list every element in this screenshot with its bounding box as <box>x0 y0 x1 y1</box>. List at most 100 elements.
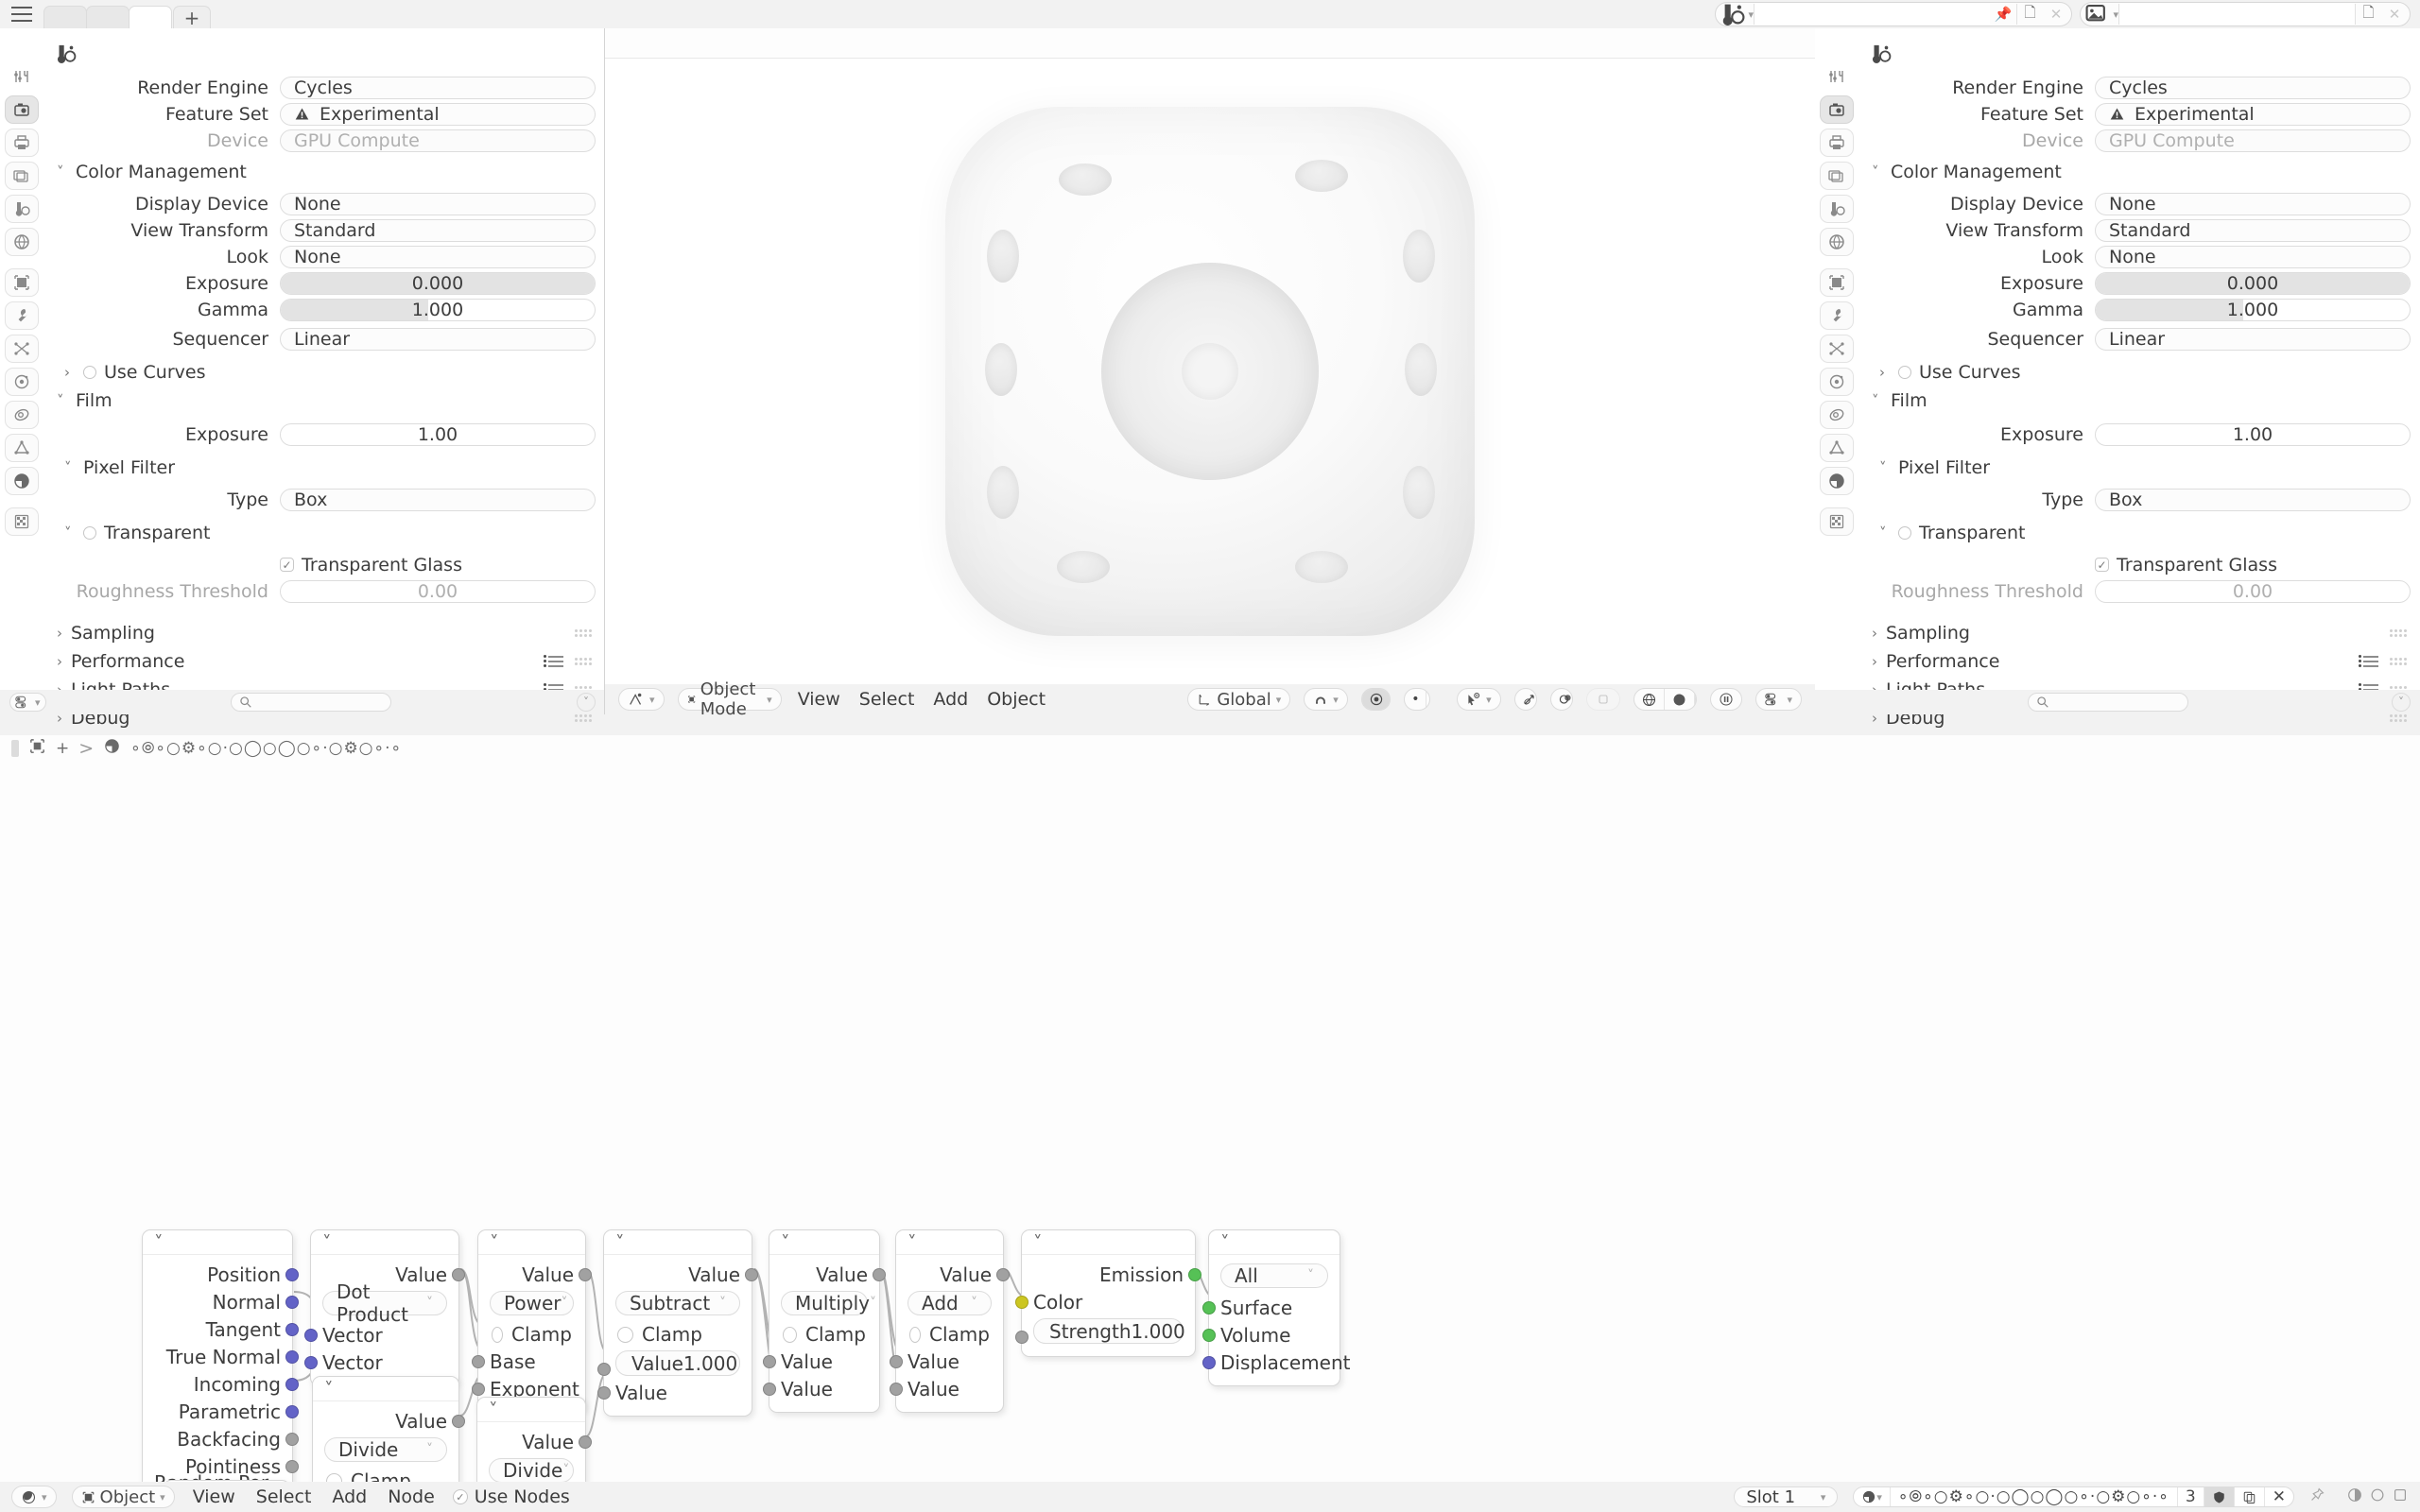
node-math-power[interactable]: ˅ Value Power ˅ Clamp Base Exponent <box>472 1229 592 1413</box>
tab-output-icon[interactable] <box>1820 129 1854 157</box>
workspace-tab-2[interactable] <box>86 6 130 28</box>
socket-color[interactable]: Color <box>1015 1288 1195 1315</box>
use-curves-checkbox[interactable] <box>1898 366 1911 379</box>
material-slot-dropdown[interactable]: Slot 1 ▾ <box>1734 1486 1839 1507</box>
value-input-a[interactable]: Value 1.000 <box>615 1350 740 1376</box>
chevron-down-icon[interactable]: ˅ <box>490 1231 499 1253</box>
socket-dot[interactable] <box>472 1382 485 1396</box>
menu-node[interactable]: Node <box>388 1486 435 1507</box>
socket-dot[interactable] <box>597 1385 611 1400</box>
socket-vector-b[interactable]: Vector <box>304 1349 458 1376</box>
new-material-icon[interactable] <box>2235 1487 2265 1506</box>
menu-add[interactable]: Add <box>933 689 969 710</box>
chevron-down-icon[interactable]: ˅ <box>322 1231 332 1253</box>
material-name-field[interactable]: ∘⦾∘○⚙∘○·○◯○◯○∘·○⚙○∘·∘ <box>1891 1487 2178 1506</box>
socket-parametric[interactable]: Parametric <box>143 1398 299 1425</box>
socket-dot[interactable] <box>1202 1328 1216 1342</box>
material-preview-icon[interactable] <box>1695 689 1697 710</box>
clamp-row[interactable]: Clamp <box>604 1321 752 1348</box>
feature-set-dropdown[interactable]: Experimental <box>2095 102 2411 126</box>
shader-type-dropdown[interactable]: Object ▾ <box>71 1486 175 1508</box>
tab-texture-icon[interactable] <box>5 507 39 536</box>
node-header[interactable]: ˅ <box>1022 1230 1195 1255</box>
socket-dot[interactable] <box>304 1328 318 1342</box>
chevron-down-icon[interactable]: ˅ <box>154 1231 164 1253</box>
falloff-curve-icon[interactable]: ∿ ▾ <box>1426 689 1429 710</box>
socket-dot[interactable] <box>996 1267 1010 1281</box>
snap-magnet-icon[interactable]: ▾ <box>1304 688 1348 711</box>
section-color-management[interactable]: ˅ Color Management <box>43 160 605 184</box>
socket-value-a[interactable]: Value <box>763 1348 879 1375</box>
material-users-count[interactable]: 3 <box>2178 1487 2204 1506</box>
node-header[interactable]: ˅ <box>311 1230 458 1255</box>
socket-position[interactable]: Position <box>143 1261 299 1288</box>
x-icon[interactable]: ✕ <box>2049 6 2063 23</box>
node-math-divide-right[interactable]: ˅ Value Divide˅ Clamp 168.000 256.000 <box>476 1397 592 1482</box>
film-exposure-slider[interactable]: 1.00 <box>2095 422 2411 446</box>
node-geometry[interactable]: ˅ Position Normal Tangent True Normal In… <box>142 1229 299 1482</box>
gizmo-group[interactable]: ▾ <box>1513 688 1537 711</box>
node-header[interactable]: ˅ <box>896 1230 1003 1255</box>
use-curves-checkbox[interactable] <box>83 366 96 379</box>
transparent-checkbox[interactable] <box>1898 526 1911 540</box>
falloff-group[interactable]: • ∿ ▾ <box>1404 688 1431 711</box>
expand-icon[interactable]: ˅ <box>2392 693 2411 712</box>
sequencer-dropdown[interactable]: Linear <box>2095 327 2411 351</box>
menu-select[interactable]: Select <box>255 1486 312 1507</box>
display-device-dropdown[interactable]: None <box>280 192 596 215</box>
node-math-multiply[interactable]: ˅ Value Multiply ˅ Clamp Value Value <box>763 1229 886 1413</box>
filter-toggle-button[interactable]: ▾ <box>9 693 46 712</box>
socket-incoming[interactable]: Incoming <box>143 1370 299 1398</box>
pixel-filter-type-dropdown[interactable]: Box <box>2095 488 2411 511</box>
pause-icon[interactable] <box>1710 688 1743 711</box>
socket-value-out[interactable]: Value <box>311 1261 465 1288</box>
socket-dot[interactable] <box>579 1267 592 1281</box>
chevron-down-icon[interactable]: ˅ <box>489 1399 498 1420</box>
exposure-cm-slider[interactable]: 0.000 <box>280 271 596 295</box>
tab-scene-icon[interactable] <box>1820 195 1854 223</box>
render-engine-dropdown[interactable]: Cycles <box>280 76 596 99</box>
socket-dot[interactable] <box>1015 1295 1028 1309</box>
socket-surface[interactable]: Surface <box>1202 1294 1340 1321</box>
editor-type-shader-icon[interactable]: ▾ <box>11 1486 57 1508</box>
overlays-icon[interactable] <box>1551 689 1572 710</box>
view-transform-dropdown[interactable]: Standard <box>280 218 596 242</box>
socket-dot[interactable] <box>745 1267 758 1281</box>
socket-dot[interactable] <box>285 1377 299 1391</box>
socket-value-out[interactable]: Value <box>896 1261 1010 1288</box>
socket-dot[interactable] <box>890 1354 903 1368</box>
tab-material-icon[interactable] <box>1820 467 1854 495</box>
socket-dot[interactable] <box>472 1354 485 1368</box>
socket-dot[interactable] <box>285 1322 299 1336</box>
pin-icon[interactable]: 📌 <box>1994 6 2013 23</box>
socket-displacement[interactable]: Displacement <box>1202 1349 1351 1376</box>
operation-dropdown[interactable]: Divide ˅ <box>489 1458 574 1482</box>
socket-true-normal[interactable]: True Normal <box>143 1343 299 1370</box>
properties-search-input[interactable] <box>2028 693 2188 712</box>
pin-icon[interactable] <box>2309 1486 2325 1507</box>
tab-world-icon[interactable] <box>1820 228 1854 256</box>
operation-dropdown[interactable]: Divide ˅ <box>324 1437 447 1462</box>
transparent-glass-checkbox[interactable]: ✓ <box>280 558 294 572</box>
node-math-divide-mid[interactable]: ˅ Value Divide˅ Clamp Value Value19.480 <box>312 1376 465 1482</box>
proportional-edit-icon[interactable] <box>1361 689 1391 710</box>
section-film[interactable]: ˅ Film <box>43 388 605 413</box>
duplicate-icon[interactable]: 🗋 <box>2355 4 2381 25</box>
clamp-row[interactable]: Clamp <box>478 1321 585 1348</box>
socket-dot[interactable] <box>285 1295 299 1309</box>
node-header[interactable]: ˅ <box>143 1230 292 1255</box>
socket-dot[interactable] <box>873 1267 886 1281</box>
section-transparent[interactable]: ˅ Transparent <box>43 521 605 545</box>
section-pixel-filter[interactable]: ˅ Pixel Filter <box>43 455 605 480</box>
options-icon[interactable]: ▾ <box>1755 688 1802 711</box>
view-transform-dropdown[interactable]: Standard <box>2095 218 2411 242</box>
clamp-checkbox[interactable] <box>783 1326 798 1343</box>
section-sampling[interactable]: › Sampling <box>1858 619 2420 647</box>
transparent-checkbox[interactable] <box>83 526 96 540</box>
socket-volume[interactable]: Volume <box>1202 1321 1340 1349</box>
clamp-checkbox[interactable] <box>326 1472 342 1482</box>
image-id-block[interactable]: ▾ 🗋 ✕ <box>2080 2 2411 26</box>
row-use-curves[interactable]: › Use Curves <box>43 360 605 385</box>
socket-value-out[interactable]: Value <box>604 1261 758 1288</box>
tab-scene-icon[interactable] <box>5 195 39 223</box>
